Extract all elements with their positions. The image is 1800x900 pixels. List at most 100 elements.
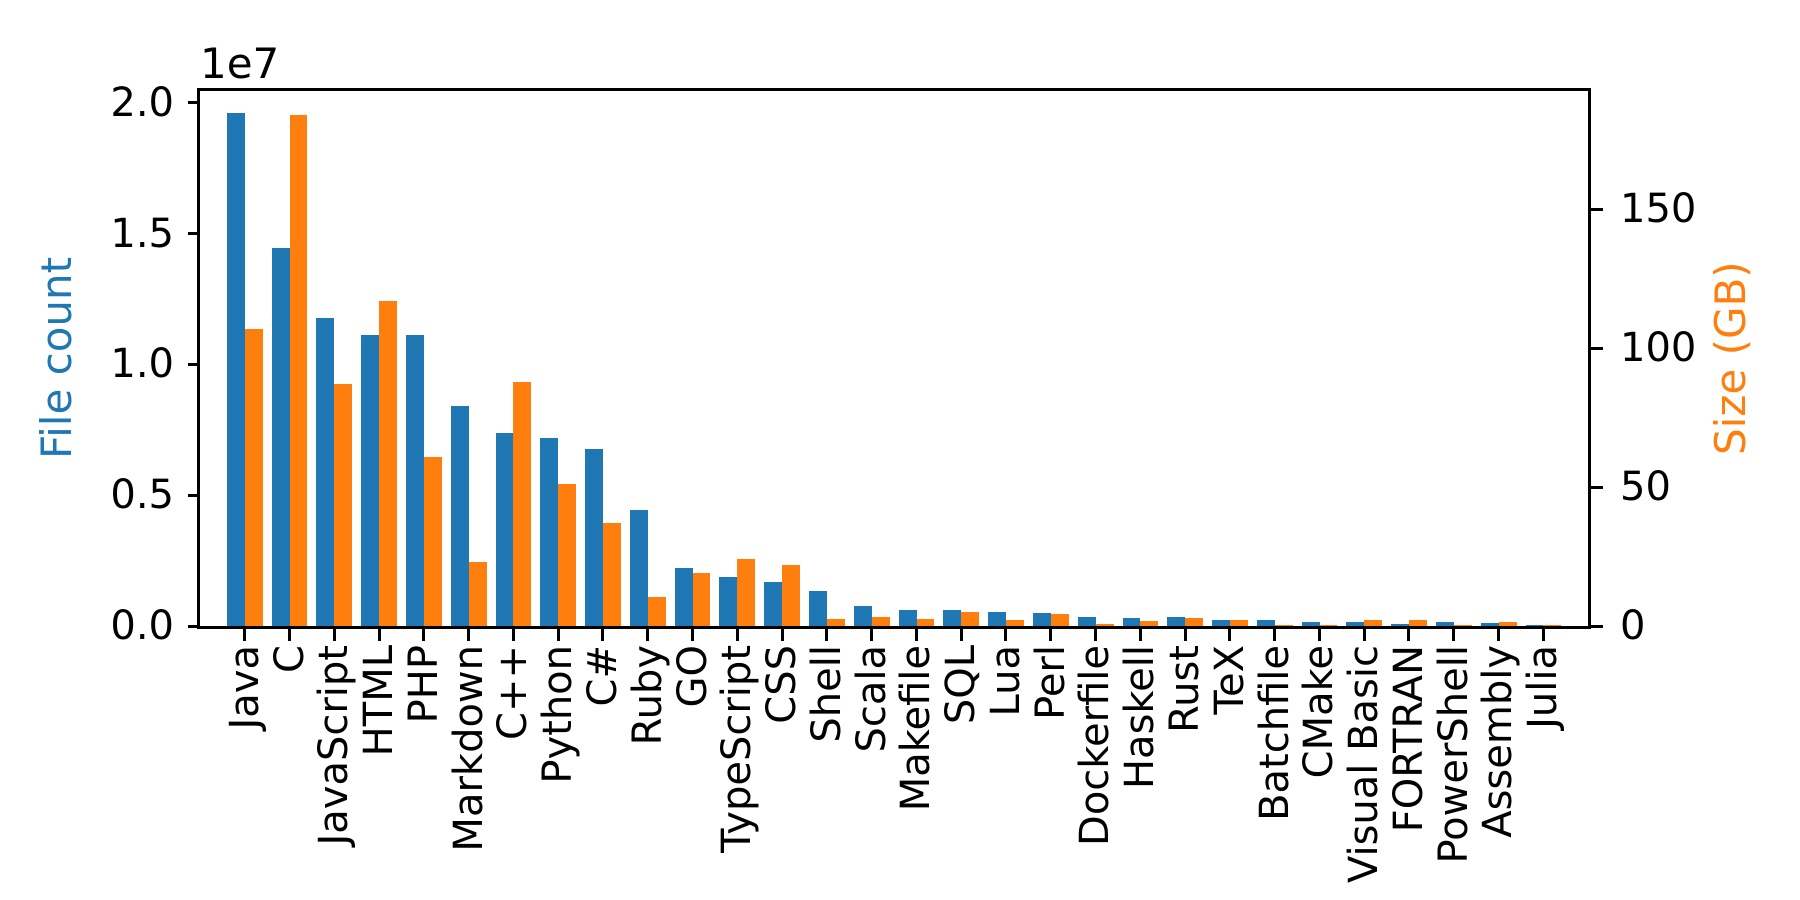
bar-group-cmake	[1297, 91, 1342, 626]
left-tick-label: 2.0	[110, 79, 174, 126]
bar-group-haskell	[1118, 91, 1163, 626]
bar-group-php	[402, 91, 447, 626]
bar-size-gb-tex	[1229, 619, 1248, 626]
left-tick	[188, 101, 200, 105]
y-axis-offset-text: 1e7	[200, 39, 280, 88]
plot-area	[197, 88, 1591, 629]
bars-layer	[200, 91, 1588, 626]
right-tick-label: 100	[1620, 325, 1697, 372]
bar-file-count-java	[226, 113, 245, 626]
right-tick-label: 150	[1620, 186, 1697, 233]
bar-group-assembly	[1476, 91, 1521, 626]
bar-group-markdown	[446, 91, 491, 626]
x-tick-label-makefile: Makefile	[893, 645, 940, 812]
x-tick	[825, 629, 829, 641]
bar-file-count-python	[540, 438, 559, 626]
bar-group-perl	[1028, 91, 1073, 626]
left-tick	[188, 232, 200, 235]
x-tick-label-haskell: Haskell	[1117, 645, 1164, 790]
bar-size-gb-batchfile	[1274, 625, 1293, 626]
x-tick	[780, 629, 784, 641]
bar-size-gb-php	[423, 456, 442, 626]
bar-size-gb-sql	[961, 611, 980, 626]
x-tick-label-fortran: FORTRAN	[1385, 645, 1432, 833]
x-tick-label-perl: Perl	[1027, 645, 1074, 720]
x-tick-label-tex: TeX	[1206, 645, 1253, 715]
bar-size-gb-powershell	[1453, 625, 1472, 626]
bar-group-typescript	[715, 91, 760, 626]
x-tick-label-go: GO	[669, 645, 716, 708]
bar-file-count-shell	[809, 590, 827, 626]
x-tick-label-ruby: Ruby	[624, 645, 671, 746]
bar-group-ruby	[625, 91, 670, 626]
x-tick	[1362, 629, 1366, 641]
x-tick	[1049, 629, 1053, 641]
bar-file-count-assembly	[1480, 623, 1499, 626]
bar-file-count-c	[271, 247, 290, 626]
right-tick-label: 50	[1620, 464, 1671, 511]
bar-file-count-c	[585, 448, 604, 626]
bar-file-count-css	[764, 582, 783, 626]
x-tick-label-typescript: TypeScript	[714, 645, 761, 853]
x-tick	[1407, 629, 1411, 641]
bar-size-gb-css	[782, 564, 801, 626]
x-tick-label-dockerfile: Dockerfile	[1072, 645, 1119, 846]
bar-group-go	[670, 91, 715, 626]
bar-file-count-php	[406, 334, 424, 626]
bar-file-count-c	[495, 433, 514, 626]
x-tick	[1452, 629, 1456, 641]
left-tick-label: 0.5	[110, 472, 174, 519]
bar-size-gb-go	[692, 573, 711, 626]
bar-group-visual-basic	[1342, 91, 1387, 626]
x-tick-label-assembly: Assembly	[1475, 645, 1522, 838]
bar-file-count-haskell	[1122, 617, 1141, 626]
x-tick-label-shell: Shell	[803, 645, 850, 743]
bar-file-count-dockerfile	[1077, 616, 1096, 626]
bar-size-gb-c	[289, 114, 308, 626]
x-tick	[467, 629, 471, 641]
bar-file-count-sql	[943, 609, 962, 626]
right-tick	[1591, 485, 1603, 489]
bar-group-rust	[1163, 91, 1208, 626]
bar-size-gb-assembly	[1498, 622, 1517, 626]
left-tick	[188, 493, 200, 497]
bar-file-count-tex	[1212, 620, 1230, 626]
x-tick-label-batchfile: Batchfile	[1251, 645, 1298, 821]
x-tick	[1138, 629, 1142, 641]
bar-size-gb-ruby	[647, 596, 666, 626]
x-tick-label-python: Python	[535, 645, 582, 784]
x-tick-label-cmake: CMake	[1296, 645, 1343, 779]
x-tick-label-rust: Rust	[1162, 645, 1209, 733]
x-tick-label-powershell: PowerShell	[1430, 645, 1477, 864]
bar-size-gb-c	[513, 381, 532, 626]
x-tick-label-c: C#	[579, 645, 626, 707]
x-tick	[422, 629, 426, 641]
x-tick	[735, 629, 739, 641]
bar-group-scala	[849, 91, 894, 626]
bar-file-count-visual-basic	[1346, 622, 1365, 626]
bar-size-gb-haskell	[1140, 621, 1159, 626]
x-tick	[1004, 629, 1008, 641]
x-tick	[959, 629, 963, 641]
bar-group-javascript	[312, 91, 357, 626]
bar-size-gb-scala	[871, 616, 890, 626]
x-tick	[377, 629, 381, 641]
bar-group-powershell	[1431, 91, 1476, 626]
x-tick	[914, 629, 918, 641]
bar-file-count-typescript	[719, 577, 738, 626]
bar-group-dockerfile	[1073, 91, 1118, 626]
left-tick	[188, 624, 200, 628]
bar-size-gb-python	[558, 484, 577, 626]
x-tick	[332, 629, 336, 641]
bar-size-gb-c	[603, 523, 621, 626]
bar-file-count-go	[674, 568, 693, 626]
x-tick-label-visual-basic: Visual Basic	[1341, 645, 1388, 884]
bar-size-gb-fortran	[1409, 620, 1427, 626]
bar-size-gb-visual-basic	[1364, 619, 1383, 626]
bar-group-shell	[805, 91, 850, 626]
bar-file-count-makefile	[898, 610, 917, 626]
x-tick	[288, 629, 292, 641]
bar-size-gb-java	[244, 328, 263, 626]
x-tick-label-markdown: Markdown	[445, 645, 492, 852]
bar-group-python	[536, 91, 581, 626]
